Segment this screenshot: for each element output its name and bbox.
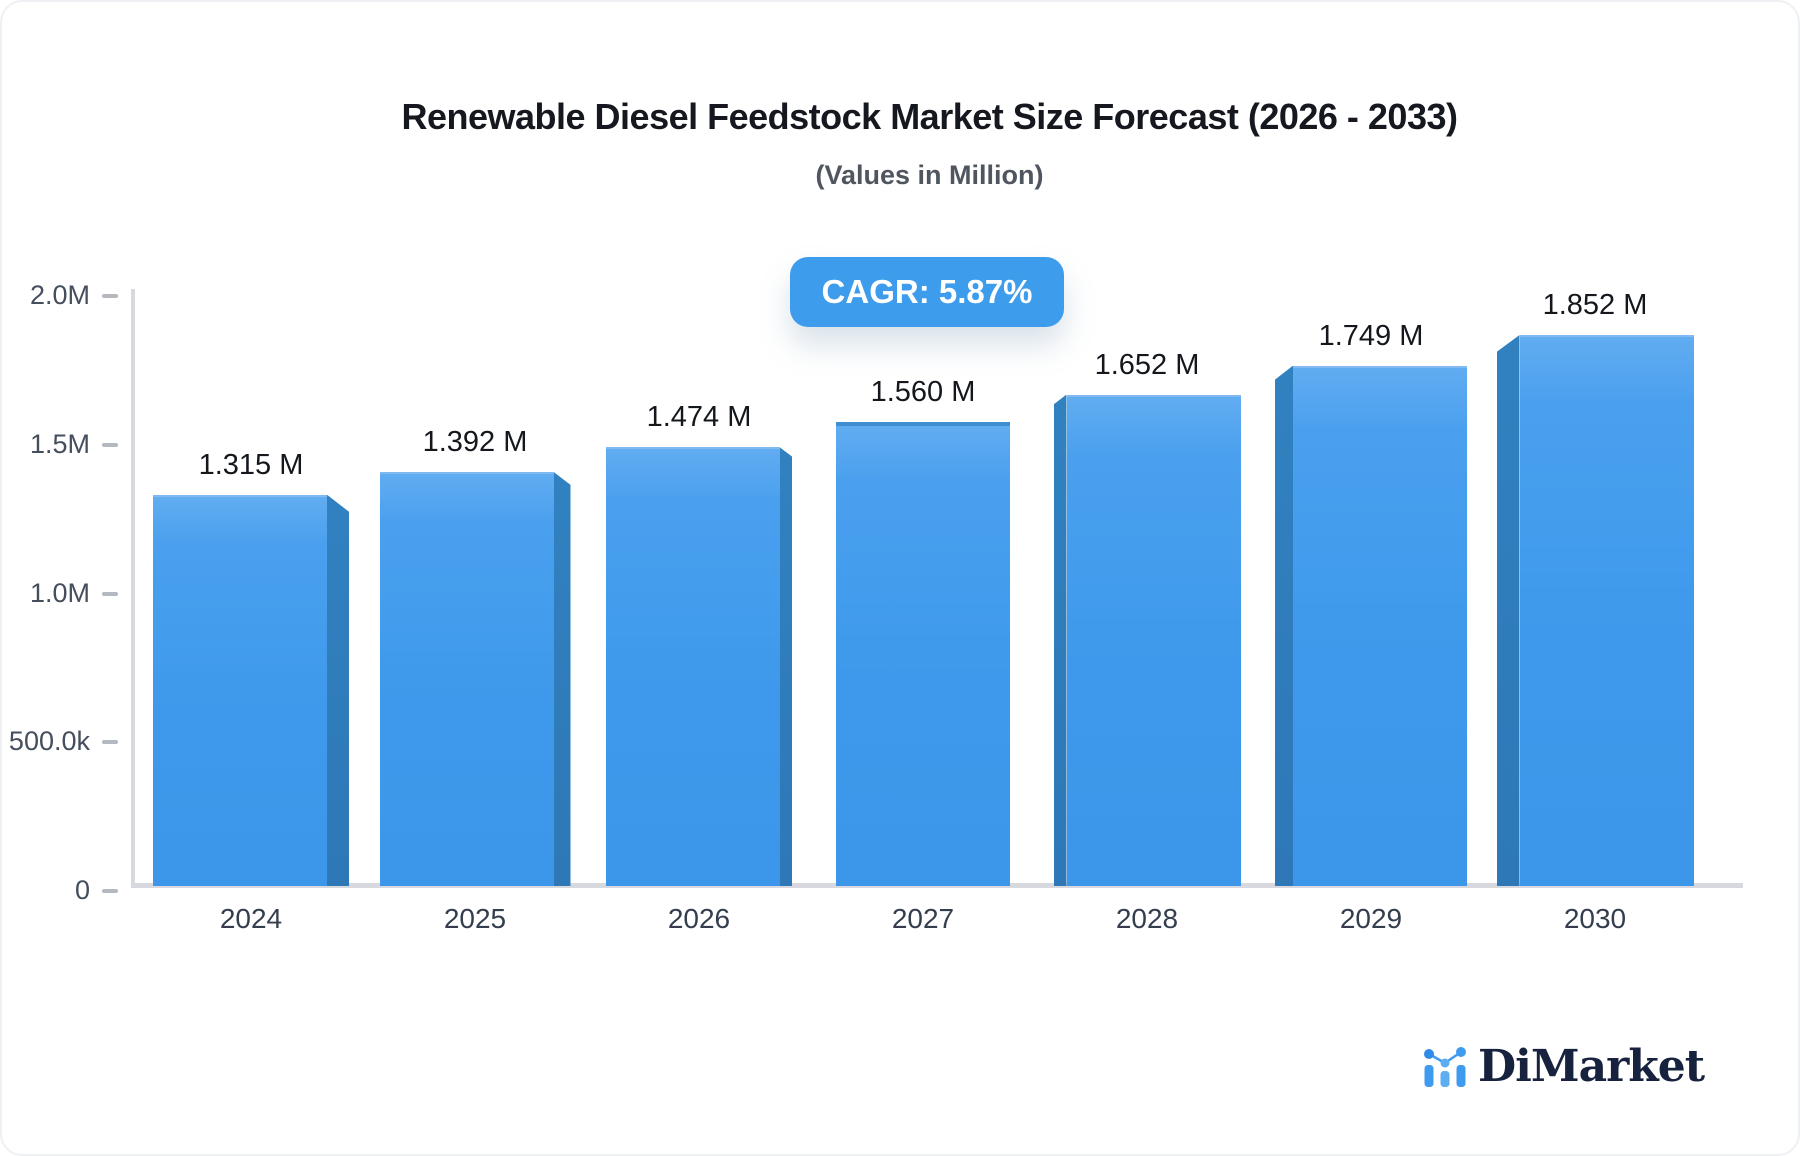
bar-value-label-2024: 1.315 M bbox=[198, 448, 304, 481]
bar-value-label-2026: 1.474 M bbox=[646, 401, 752, 434]
bar-2027[interactable] bbox=[836, 421, 1010, 886]
x-tick-label-2026: 2026 bbox=[667, 903, 731, 934]
y-tick-label: 1.5M bbox=[29, 428, 90, 459]
x-tick-label-2029: 2029 bbox=[1339, 903, 1403, 934]
bar-side-3d bbox=[327, 494, 349, 886]
bar-chart-logo-icon bbox=[1424, 1047, 1466, 1087]
bar-2025[interactable] bbox=[379, 471, 571, 886]
bar-face bbox=[379, 471, 554, 886]
y-axis-line bbox=[131, 289, 135, 886]
bar-face bbox=[1066, 394, 1241, 886]
y-tick-label: 1.0M bbox=[29, 577, 90, 608]
chart-header: Renewable Diesel Feedstock Market Size F… bbox=[57, 2, 1798, 191]
bar-2024[interactable] bbox=[153, 494, 349, 886]
chart-title: Renewable Diesel Feedstock Market Size F… bbox=[401, 96, 1458, 137]
cagr-badge: CAGR: 5.87% bbox=[790, 257, 1064, 327]
bar-2030[interactable] bbox=[1496, 335, 1694, 886]
bar-side-3d bbox=[553, 471, 571, 886]
bar-side-3d bbox=[1496, 335, 1520, 886]
bar-2026[interactable] bbox=[606, 447, 792, 886]
y-tick-dash bbox=[102, 591, 118, 596]
bar-face bbox=[606, 447, 780, 886]
bar-value-label-2028: 1.652 M bbox=[1094, 348, 1200, 381]
chart-subtitle: (Values in Million) bbox=[815, 160, 1044, 190]
bar-side-3d bbox=[1275, 365, 1293, 886]
x-tick-label-2027: 2027 bbox=[891, 903, 955, 934]
bar-value-label-2030: 1.852 M bbox=[1542, 289, 1648, 322]
bar-side-3d bbox=[780, 447, 792, 886]
x-tick-label-2030: 2030 bbox=[1563, 903, 1627, 934]
bar-2029[interactable] bbox=[1275, 365, 1467, 886]
bar-value-label-2025: 1.392 M bbox=[422, 425, 528, 458]
bar-value-label-2027: 1.560 M bbox=[870, 375, 976, 408]
bar-face bbox=[1293, 365, 1467, 886]
y-tick-dash bbox=[102, 740, 118, 745]
bar-face bbox=[153, 494, 327, 886]
bar-side-3d bbox=[1053, 394, 1067, 886]
bar-2028[interactable] bbox=[1053, 394, 1241, 886]
bar-value-label-2029: 1.749 M bbox=[1318, 319, 1424, 352]
x-tick-label-2024: 2024 bbox=[219, 903, 283, 934]
brand-name: DiMarket bbox=[1478, 1041, 1705, 1092]
y-tick-dash bbox=[102, 294, 118, 298]
bar-face bbox=[836, 421, 1010, 886]
bar-face bbox=[1519, 335, 1694, 886]
brand-logo: DiMarket bbox=[1420, 1040, 1705, 1094]
y-tick-label: 500.0k bbox=[8, 726, 90, 757]
y-tick-dash bbox=[102, 442, 118, 447]
y-tick-dash bbox=[102, 889, 118, 893]
y-tick-label: 0 bbox=[74, 875, 90, 905]
x-tick-label-2028: 2028 bbox=[1115, 903, 1179, 934]
x-tick-label-2025: 2025 bbox=[443, 903, 507, 934]
y-tick-label: 2.0M bbox=[29, 280, 90, 310]
